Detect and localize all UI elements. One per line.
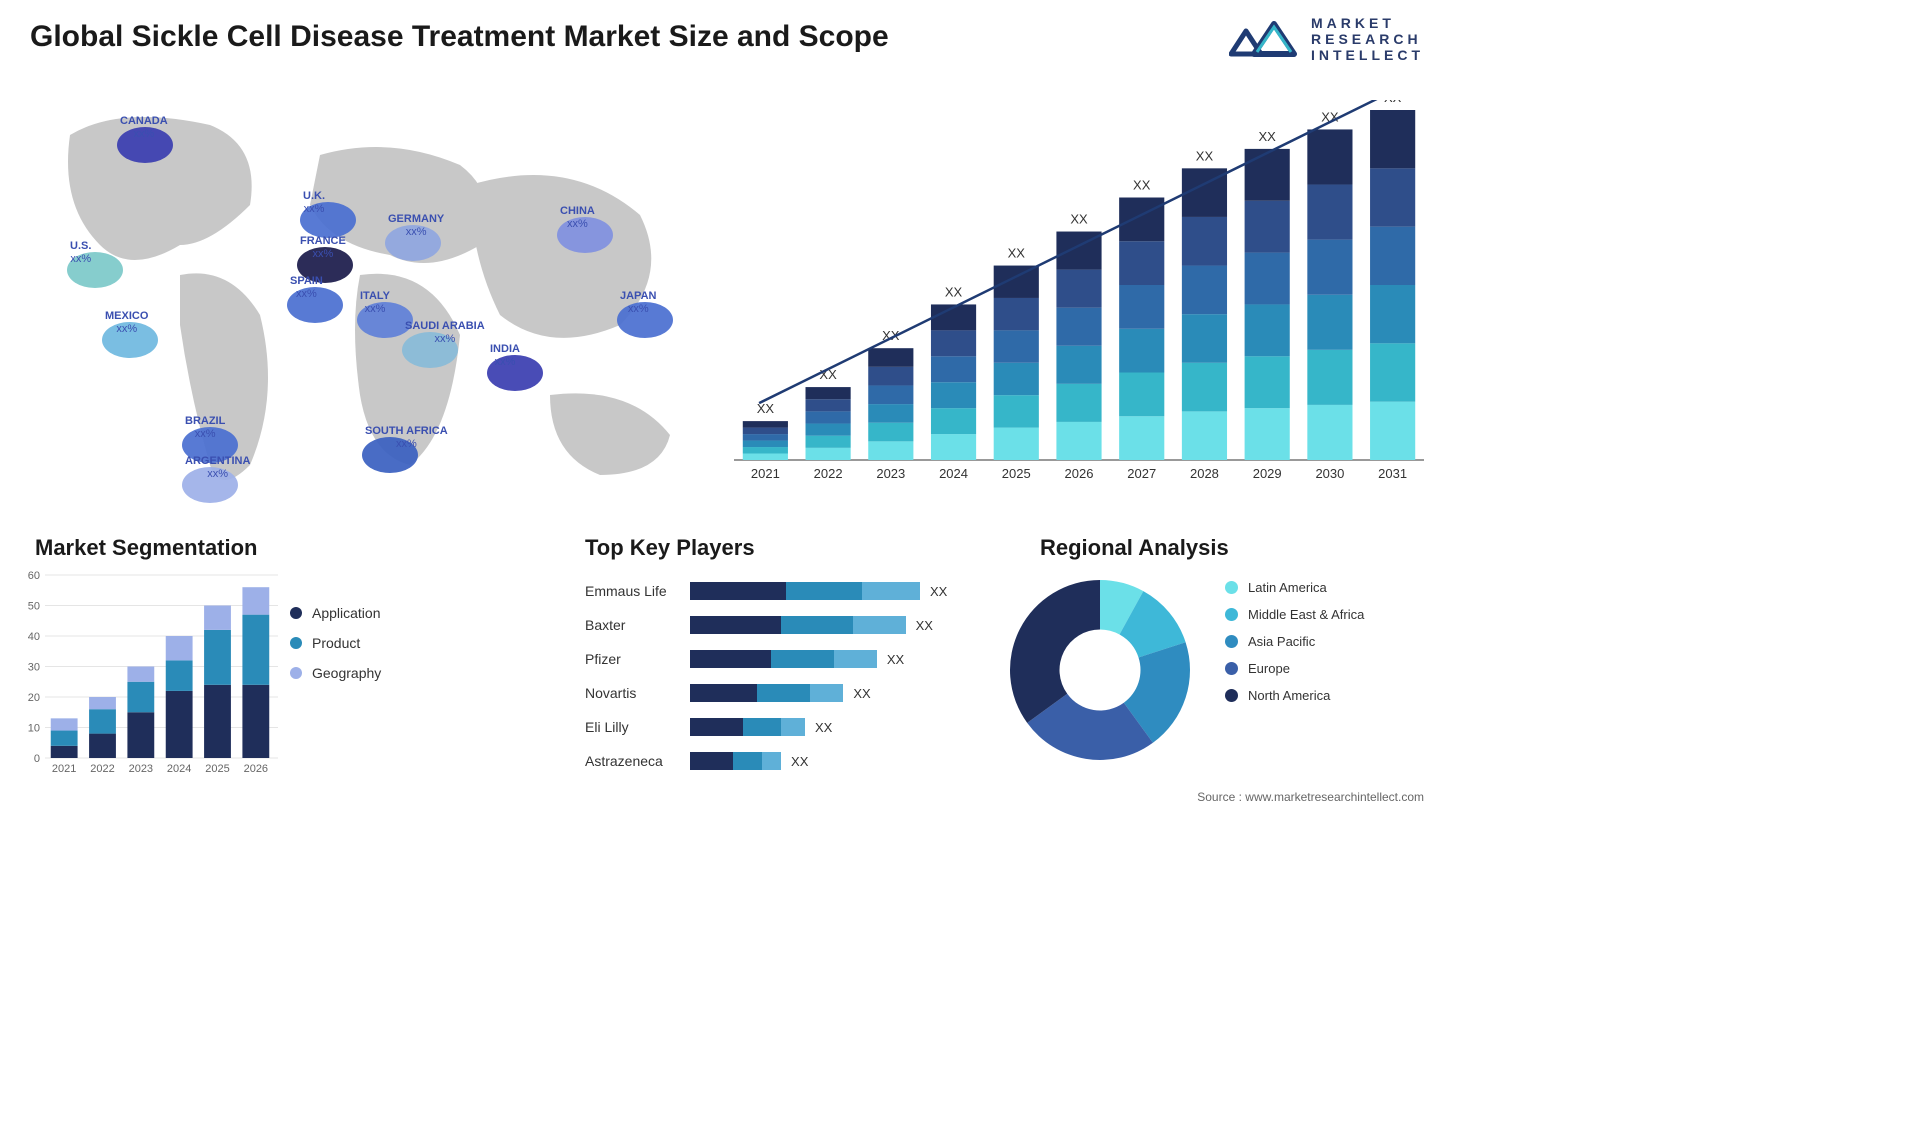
svg-text:2022: 2022 <box>814 466 843 481</box>
svg-text:XX: XX <box>945 284 963 299</box>
player-value: XX <box>887 652 904 667</box>
map-label-u-k-: U.K.xx% <box>303 190 325 215</box>
map-label-spain: SPAINxx% <box>290 275 323 300</box>
map-label-germany: GERMANYxx% <box>388 213 444 238</box>
player-row: Baxter XX <box>585 609 965 641</box>
map-label-france: FRANCExx% <box>300 235 346 260</box>
svg-text:XX: XX <box>1008 246 1026 261</box>
svg-text:2027: 2027 <box>1127 466 1156 481</box>
player-name: Pfizer <box>585 651 685 667</box>
svg-text:50: 50 <box>28 601 40 613</box>
player-value: XX <box>853 686 870 701</box>
svg-text:2023: 2023 <box>876 466 905 481</box>
player-value: XX <box>930 584 947 599</box>
logo-line1: MARKET <box>1311 15 1424 31</box>
map-label-japan: JAPANxx% <box>620 290 656 315</box>
svg-text:2024: 2024 <box>939 466 968 481</box>
svg-text:XX: XX <box>1384 100 1402 105</box>
svg-text:2026: 2026 <box>244 763 268 775</box>
regional-heading: Regional Analysis <box>1040 535 1229 561</box>
region-legend-item: North America <box>1225 688 1364 703</box>
region-legend-item: Asia Pacific <box>1225 634 1364 649</box>
svg-text:20: 20 <box>28 692 40 704</box>
player-row: Pfizer XX <box>585 643 965 675</box>
player-value: XX <box>815 720 832 735</box>
map-label-brazil: BRAZILxx% <box>185 415 225 440</box>
segmentation-chart: 0 10 20 30 40 50 60 2021 2022 2023 2024 2025 2026 <box>20 570 280 780</box>
player-value: XX <box>916 618 933 633</box>
region-legend-item: Middle East & Africa <box>1225 607 1364 622</box>
region-legend-item: Europe <box>1225 661 1364 676</box>
map-label-south-africa: SOUTH AFRICAxx% <box>365 425 448 450</box>
map-label-italy: ITALYxx% <box>360 290 390 315</box>
map-label-china: CHINAxx% <box>560 205 595 230</box>
svg-text:XX: XX <box>1070 212 1088 227</box>
svg-text:XX: XX <box>1259 129 1277 144</box>
player-bar <box>690 582 920 600</box>
svg-text:40: 40 <box>28 631 40 643</box>
seg-legend-item: Geography <box>290 665 381 681</box>
brand-logo: MARKET RESEARCH INTELLECT <box>1229 15 1424 63</box>
player-row: Astrazeneca XX <box>585 745 965 777</box>
seg-legend-item: Application <box>290 605 381 621</box>
player-value: XX <box>791 754 808 769</box>
player-row: Eli Lilly XX <box>585 711 965 743</box>
map-label-canada: CANADAxx% <box>120 115 168 140</box>
svg-text:2023: 2023 <box>129 763 153 775</box>
svg-text:2025: 2025 <box>205 763 229 775</box>
svg-text:2024: 2024 <box>167 763 191 775</box>
svg-text:0: 0 <box>34 753 40 765</box>
seg-legend-item: Product <box>290 635 381 651</box>
players-chart: Emmaus LifeXXBaxterXXPfizerXXNovartisXXE… <box>585 575 965 779</box>
svg-text:60: 60 <box>28 570 40 582</box>
svg-text:2031: 2031 <box>1378 466 1407 481</box>
map-label-saudi-arabia: SAUDI ARABIAxx% <box>405 320 485 345</box>
world-map: CANADAxx% U.S.xx% MEXICOxx% BRAZILxx% ARGENT… <box>30 95 690 515</box>
map-label-u-s-: U.S.xx% <box>70 240 91 265</box>
svg-text:XX: XX <box>1133 178 1151 193</box>
player-bar <box>690 752 781 770</box>
svg-text:2030: 2030 <box>1315 466 1344 481</box>
player-name: Emmaus Life <box>585 583 685 599</box>
regional-donut <box>1000 570 1200 770</box>
svg-text:2028: 2028 <box>1190 466 1219 481</box>
svg-text:2025: 2025 <box>1002 466 1031 481</box>
logo-line3: INTELLECT <box>1311 47 1424 63</box>
segmentation-legend: Application Product Geography <box>290 605 381 695</box>
svg-text:XX: XX <box>1196 148 1214 163</box>
regional-legend: Latin America Middle East & Africa Asia Pa… <box>1225 580 1364 715</box>
player-bar <box>690 684 843 702</box>
player-name: Novartis <box>585 685 685 701</box>
player-name: Eli Lilly <box>585 719 685 735</box>
player-row: Emmaus Life XX <box>585 575 965 607</box>
map-label-india: INDIAxx% <box>490 343 520 368</box>
page-title: Global Sickle Cell Disease Treatment Mar… <box>30 20 889 54</box>
logo-text: MARKET RESEARCH INTELLECT <box>1311 15 1424 63</box>
svg-text:2029: 2029 <box>1253 466 1282 481</box>
player-bar <box>690 650 877 668</box>
player-name: Astrazeneca <box>585 753 685 769</box>
svg-text:2021: 2021 <box>751 466 780 481</box>
svg-text:10: 10 <box>28 723 40 735</box>
map-label-argentina: ARGENTINAxx% <box>185 455 250 480</box>
segmentation-heading: Market Segmentation <box>35 535 258 561</box>
player-row: Novartis XX <box>585 677 965 709</box>
logo-mark-icon <box>1229 19 1299 59</box>
svg-text:30: 30 <box>28 662 40 674</box>
svg-text:2022: 2022 <box>90 763 114 775</box>
players-heading: Top Key Players <box>585 535 755 561</box>
player-bar <box>690 718 805 736</box>
player-bar <box>690 616 906 634</box>
source-text: Source : www.marketresearchintellect.com <box>1197 790 1424 804</box>
map-label-mexico: MEXICOxx% <box>105 310 148 335</box>
logo-line2: RESEARCH <box>1311 31 1424 47</box>
svg-text:2021: 2021 <box>52 763 76 775</box>
region-legend-item: Latin America <box>1225 580 1364 595</box>
market-size-chart: XX 2021 XX 2022 XX 2023 XX 2024 XX 2025 XX 2026 XX 20… <box>734 100 1424 490</box>
player-name: Baxter <box>585 617 685 633</box>
svg-text:2026: 2026 <box>1065 466 1094 481</box>
